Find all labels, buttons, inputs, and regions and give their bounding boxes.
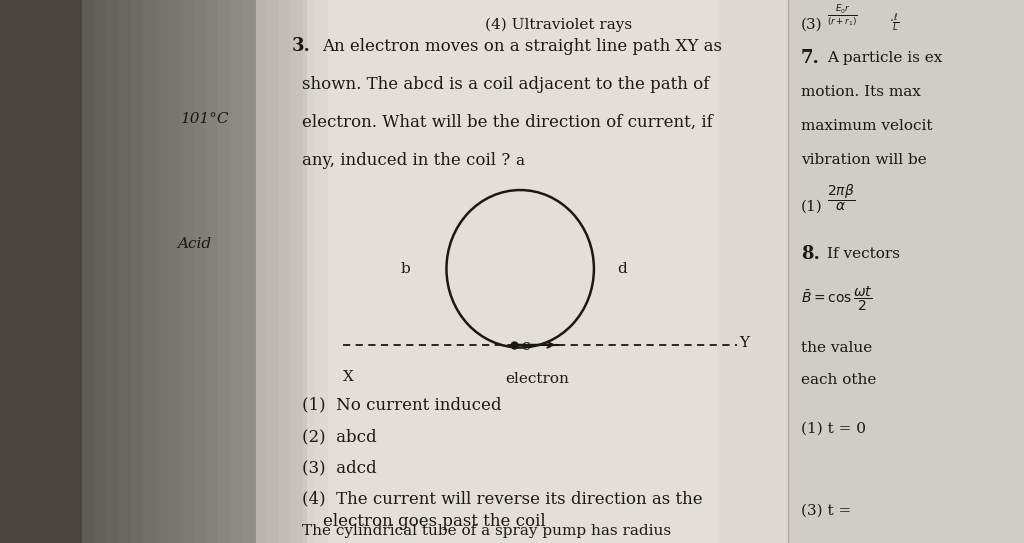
- Text: motion. Its max: motion. Its max: [801, 85, 921, 99]
- Bar: [168, 0, 180, 543]
- Text: maximum velocit: maximum velocit: [801, 119, 932, 133]
- Text: (4)  The current will reverse its direction as the: (4) The current will reverse its directi…: [302, 490, 702, 507]
- Bar: [788, 0, 1024, 543]
- Bar: [256, 0, 788, 543]
- Text: (1)  No current induced: (1) No current induced: [302, 396, 502, 413]
- Text: (4) Ultraviolet rays: (4) Ultraviolet rays: [484, 17, 632, 31]
- Bar: [279, 0, 291, 543]
- Bar: [307, 0, 717, 543]
- Bar: [229, 0, 242, 543]
- Text: vibration will be: vibration will be: [801, 153, 927, 167]
- Text: If vectors: If vectors: [827, 247, 900, 261]
- Text: each othe: each othe: [801, 373, 877, 387]
- Text: An electron moves on a straight line path XY as: An electron moves on a straight line pat…: [323, 37, 723, 55]
- Text: b: b: [400, 262, 411, 276]
- Text: 3.: 3.: [292, 37, 310, 55]
- Bar: [119, 0, 131, 543]
- Bar: [0, 0, 82, 543]
- Text: X: X: [343, 370, 353, 384]
- Text: (3)  adcd: (3) adcd: [302, 459, 377, 477]
- Bar: [156, 0, 168, 543]
- Bar: [291, 0, 303, 543]
- Text: 8.: 8.: [801, 245, 819, 263]
- Text: 101°C: 101°C: [180, 112, 229, 127]
- Text: (1) t = 0: (1) t = 0: [801, 422, 865, 436]
- Bar: [303, 0, 315, 543]
- Bar: [94, 0, 106, 543]
- Bar: [217, 0, 229, 543]
- Text: $\frac{E_0r}{(r+r_1)}$: $\frac{E_0r}{(r+r_1)}$: [827, 3, 858, 29]
- Bar: [82, 0, 94, 543]
- Bar: [242, 0, 254, 543]
- Text: The cylindrical tube of a spray pump has radius: The cylindrical tube of a spray pump has…: [302, 523, 671, 538]
- Bar: [266, 0, 279, 543]
- Text: Y: Y: [739, 336, 750, 350]
- Text: electron. What will be the direction of current, if: electron. What will be the direction of …: [302, 113, 713, 131]
- Bar: [131, 0, 143, 543]
- Text: (3): (3): [801, 17, 822, 31]
- Text: the value: the value: [801, 340, 872, 355]
- Bar: [106, 0, 119, 543]
- Text: any, induced in the coil ?: any, induced in the coil ?: [302, 151, 510, 169]
- Text: $\bar{B} = \cos\dfrac{\omega t}{2}$: $\bar{B} = \cos\dfrac{\omega t}{2}$: [801, 285, 872, 313]
- Bar: [193, 0, 205, 543]
- Text: d: d: [617, 262, 628, 276]
- Text: a: a: [516, 154, 524, 168]
- Bar: [180, 0, 193, 543]
- Text: A particle is ex: A particle is ex: [827, 51, 943, 65]
- Text: (1): (1): [801, 199, 822, 213]
- Bar: [205, 0, 217, 543]
- Text: 7.: 7.: [801, 49, 819, 67]
- Text: electron goes past the coil: electron goes past the coil: [323, 513, 545, 530]
- Bar: [315, 0, 328, 543]
- Bar: [143, 0, 156, 543]
- Bar: [254, 0, 266, 543]
- Text: $\dfrac{2\pi\beta}{\alpha}$: $\dfrac{2\pi\beta}{\alpha}$: [827, 183, 855, 213]
- Text: shown. The abcd is a coil adjacent to the path of: shown. The abcd is a coil adjacent to th…: [302, 75, 710, 93]
- Text: $\cdot\frac{\ell}{L}$: $\cdot\frac{\ell}{L}$: [889, 12, 900, 34]
- Bar: [82, 0, 338, 543]
- Text: (3) t =: (3) t =: [801, 503, 851, 517]
- Text: c: c: [521, 339, 529, 353]
- Text: Acid: Acid: [177, 237, 212, 251]
- Text: electron: electron: [506, 372, 569, 386]
- Text: (2)  abcd: (2) abcd: [302, 428, 377, 446]
